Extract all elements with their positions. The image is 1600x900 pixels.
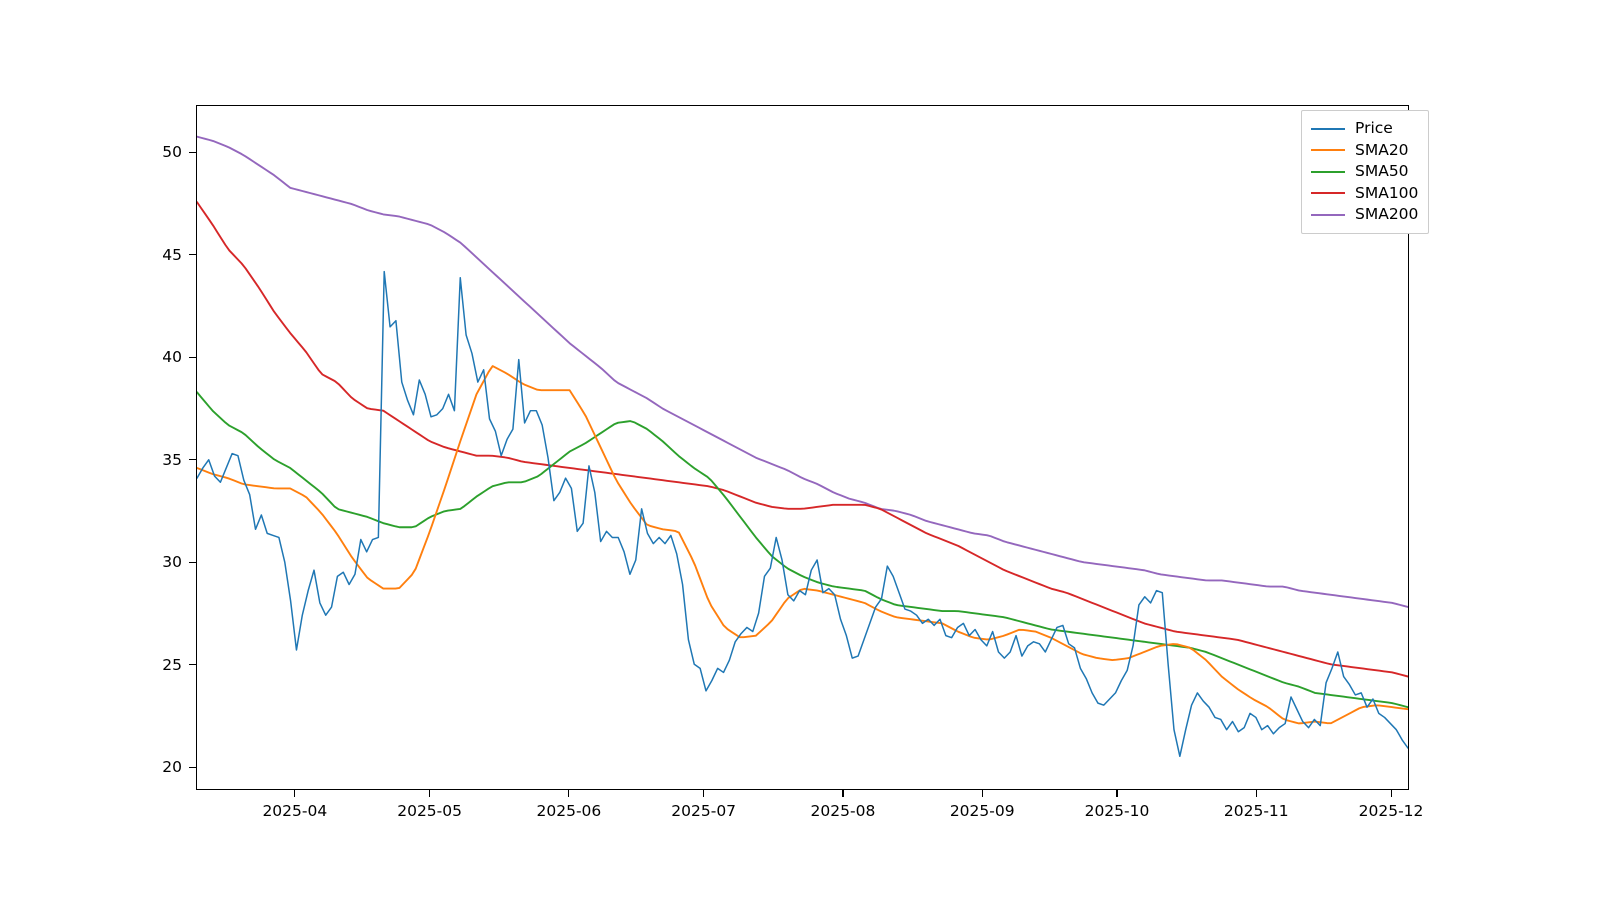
x-tick-mark	[842, 790, 844, 797]
y-tick-mark	[189, 664, 196, 666]
line-sma100	[197, 201, 1408, 678]
x-tick-label: 2025-04	[262, 802, 328, 820]
x-tick-mark	[1116, 790, 1118, 797]
x-tick-mark	[1390, 790, 1392, 797]
x-tick-label: 2025-09	[949, 802, 1015, 820]
line-sma50	[197, 391, 1408, 709]
legend-label: SMA20	[1355, 140, 1409, 159]
x-tick-label: 2025-05	[397, 802, 462, 820]
x-tick-mark	[1255, 790, 1257, 797]
y-tick-mark	[189, 356, 196, 358]
x-tick-label: 2025-11	[1223, 802, 1289, 820]
y-tick-label: 35	[162, 450, 182, 469]
y-tick-mark	[189, 151, 196, 153]
x-tick-mark	[703, 790, 705, 797]
x-tick-mark	[429, 790, 431, 797]
line-sma20	[197, 365, 1408, 725]
y-tick-mark	[189, 766, 196, 769]
x-tick-mark	[568, 790, 570, 797]
x-tick-mark	[981, 790, 983, 797]
x-tick-label: 2025-12	[1358, 802, 1424, 820]
legend-label: SMA100	[1355, 183, 1419, 202]
y-tick-label: 40	[162, 348, 182, 367]
x-tick-label: 2025-06	[536, 802, 602, 820]
legend-label: SMA50	[1355, 162, 1409, 180]
line-price	[197, 270, 1408, 758]
y-tick-label: 45	[162, 245, 182, 264]
x-tick-label: 2025-10	[1084, 802, 1150, 820]
legend-item-sma20[interactable]: SMA20	[1311, 140, 1418, 162]
legend-item-sma100[interactable]: SMA100	[1311, 183, 1418, 205]
chart-lines	[197, 135, 1408, 758]
line-sma200	[197, 135, 1408, 608]
y-tick-label: 20	[162, 758, 182, 777]
chart-legend: Price SMA20 SMA50 SMA100 SMA200	[1301, 110, 1430, 234]
y-tick-label: 30	[162, 553, 182, 572]
legend-color-swatch	[1311, 127, 1345, 130]
y-tick-mark	[189, 459, 196, 461]
x-tick-label: 2025-08	[810, 802, 876, 820]
y-tick-mark	[189, 254, 196, 256]
legend-item-sma50[interactable]: SMA50	[1311, 161, 1418, 183]
y-tick-mark	[189, 561, 196, 563]
y-tick-label: 25	[162, 655, 182, 674]
legend-color-swatch	[1311, 213, 1345, 216]
legend-color-swatch	[1311, 170, 1345, 173]
legend-item-price[interactable]: Price	[1311, 118, 1418, 140]
legend-label: SMA200	[1355, 205, 1419, 223]
x-tick-label: 2025-07	[671, 802, 737, 820]
legend-label: Price	[1355, 119, 1393, 137]
plot-area	[196, 105, 1409, 790]
legend-color-swatch	[1311, 149, 1345, 152]
x-tick-mark	[294, 790, 296, 797]
y-tick-label: 50	[162, 143, 182, 162]
legend-color-swatch	[1311, 192, 1345, 195]
legend-item-sma200[interactable]: SMA200	[1311, 204, 1418, 226]
